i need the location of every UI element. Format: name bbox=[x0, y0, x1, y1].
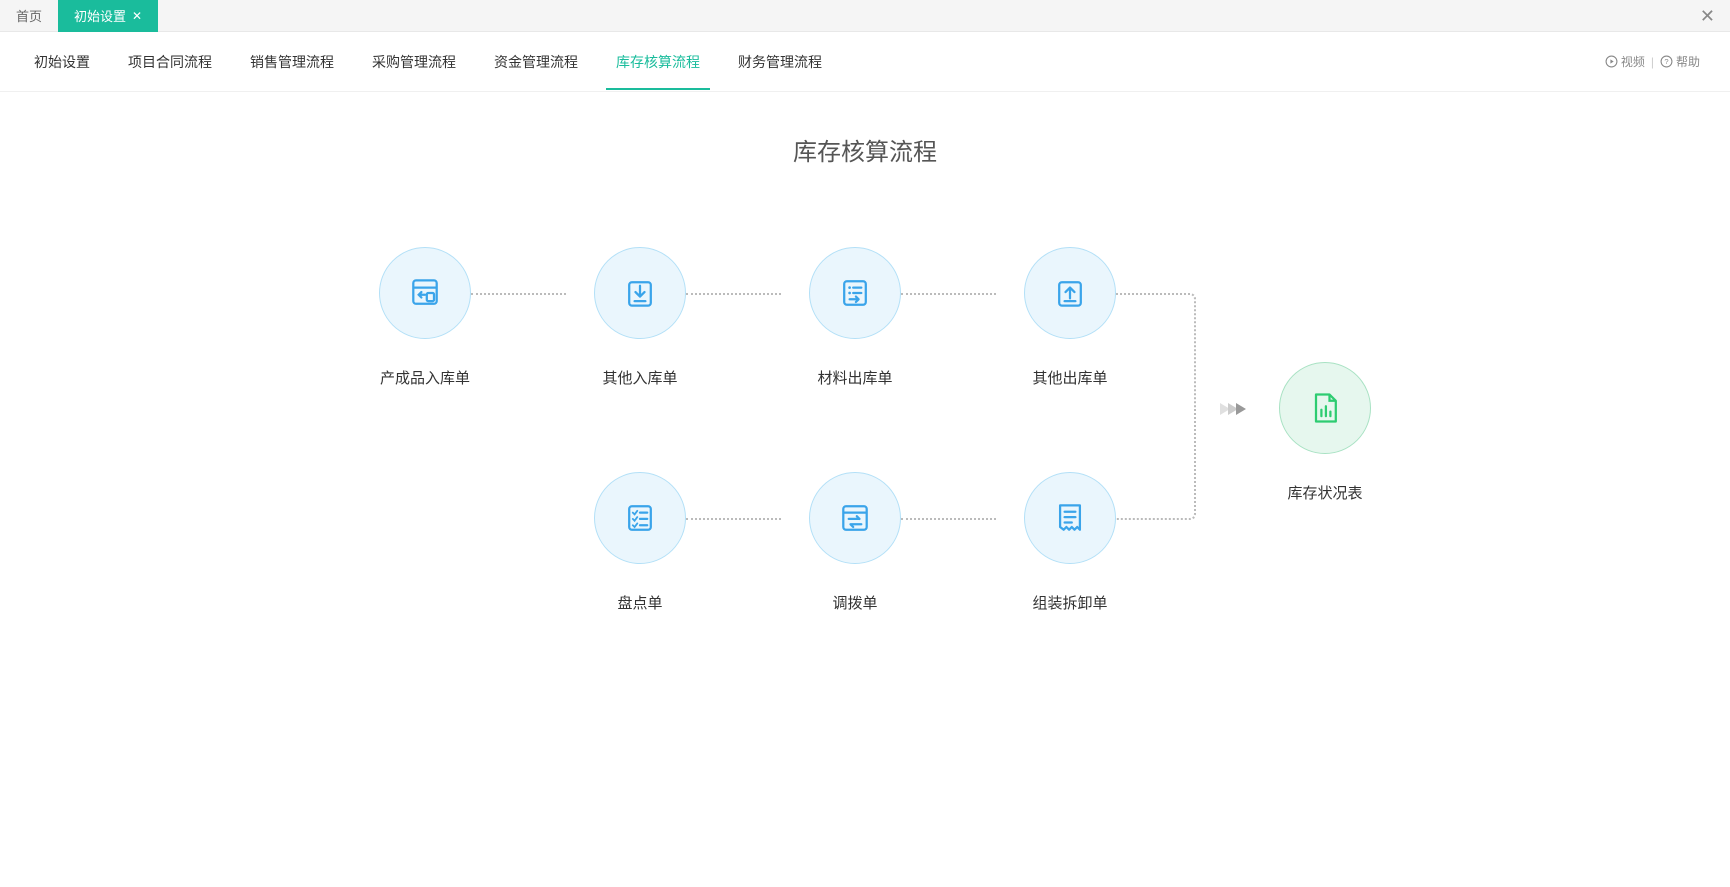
upload-doc-icon bbox=[1052, 275, 1088, 311]
connector bbox=[901, 518, 996, 520]
node-circle bbox=[809, 247, 901, 339]
separator: | bbox=[1651, 55, 1654, 69]
list-arrow-icon bbox=[837, 275, 873, 311]
connector bbox=[471, 293, 566, 295]
node-circle bbox=[594, 472, 686, 564]
flow-diagram: 产成品入库单 其他入库单 材料出库单 bbox=[165, 247, 1565, 747]
sub-tabs-row: 初始设置 项目合同流程 销售管理流程 采购管理流程 资金管理流程 库存核算流程 … bbox=[0, 32, 1730, 92]
arrow-icon bbox=[1220, 402, 1244, 420]
help-link[interactable]: ? 帮助 bbox=[1660, 53, 1700, 70]
subtab-initial[interactable]: 初始设置 bbox=[30, 34, 94, 90]
play-circle-icon bbox=[1605, 55, 1618, 68]
subtab-inventory[interactable]: 库存核算流程 bbox=[612, 34, 704, 90]
flow-area: 库存核算流程 产成品入库单 bbox=[0, 92, 1730, 747]
node-inventory-report[interactable]: 库存状况表 bbox=[1265, 362, 1385, 503]
node-assembly[interactable]: 组装拆卸单 bbox=[1010, 472, 1130, 613]
svg-text:?: ? bbox=[1664, 57, 1668, 66]
connector bbox=[686, 293, 781, 295]
video-link[interactable]: 视频 bbox=[1605, 53, 1645, 70]
node-circle bbox=[809, 472, 901, 564]
tab-home-label: 首页 bbox=[16, 6, 42, 25]
node-material-out[interactable]: 材料出库单 bbox=[795, 247, 915, 388]
video-label: 视频 bbox=[1621, 53, 1645, 70]
sub-tabs: 初始设置 项目合同流程 销售管理流程 采购管理流程 资金管理流程 库存核算流程 … bbox=[30, 34, 826, 90]
subtab-sales[interactable]: 销售管理流程 bbox=[246, 34, 338, 90]
connector bbox=[901, 293, 996, 295]
node-label: 材料出库单 bbox=[795, 367, 915, 388]
tab-initial-settings-label: 初始设置 bbox=[74, 6, 126, 25]
node-check[interactable]: 盘点单 bbox=[580, 472, 700, 613]
node-circle bbox=[1279, 362, 1371, 454]
node-circle bbox=[379, 247, 471, 339]
node-circle bbox=[1024, 247, 1116, 339]
node-label: 库存状况表 bbox=[1265, 482, 1385, 503]
subtab-contract[interactable]: 项目合同流程 bbox=[124, 34, 216, 90]
download-doc-icon bbox=[622, 275, 658, 311]
subtab-purchase[interactable]: 采购管理流程 bbox=[368, 34, 460, 90]
node-circle bbox=[594, 247, 686, 339]
question-circle-icon: ? bbox=[1660, 55, 1673, 68]
tab-initial-settings[interactable]: 初始设置 ✕ bbox=[58, 0, 158, 32]
node-transfer[interactable]: 调拨单 bbox=[795, 472, 915, 613]
node-label: 组装拆卸单 bbox=[1010, 592, 1130, 613]
checklist-icon bbox=[622, 500, 658, 536]
tab-home[interactable]: 首页 bbox=[0, 0, 58, 32]
node-label: 其他入库单 bbox=[580, 367, 700, 388]
node-other-in[interactable]: 其他入库单 bbox=[580, 247, 700, 388]
node-label: 调拨单 bbox=[795, 592, 915, 613]
flow-title: 库存核算流程 bbox=[0, 132, 1730, 167]
top-tabs-bar: 首页 初始设置 ✕ bbox=[0, 0, 1730, 32]
close-icon[interactable]: ✕ bbox=[132, 9, 142, 23]
subtab-finance[interactable]: 财务管理流程 bbox=[734, 34, 826, 90]
node-label: 盘点单 bbox=[580, 592, 700, 613]
chart-doc-icon bbox=[1307, 390, 1343, 426]
help-links: 视频 | ? 帮助 bbox=[1605, 53, 1700, 70]
node-finished-goods-in[interactable]: 产成品入库单 bbox=[365, 247, 485, 388]
node-circle bbox=[1024, 472, 1116, 564]
help-label: 帮助 bbox=[1676, 53, 1700, 70]
inbound-doc-icon bbox=[407, 275, 443, 311]
node-label: 产成品入库单 bbox=[365, 367, 485, 388]
connector bbox=[686, 518, 781, 520]
receipt-icon bbox=[1052, 500, 1088, 536]
node-other-out[interactable]: 其他出库单 bbox=[1010, 247, 1130, 388]
panel-close-icon[interactable]: ✕ bbox=[1700, 6, 1715, 27]
swap-icon bbox=[837, 500, 873, 536]
subtab-funds[interactable]: 资金管理流程 bbox=[490, 34, 582, 90]
node-label: 其他出库单 bbox=[1010, 367, 1130, 388]
